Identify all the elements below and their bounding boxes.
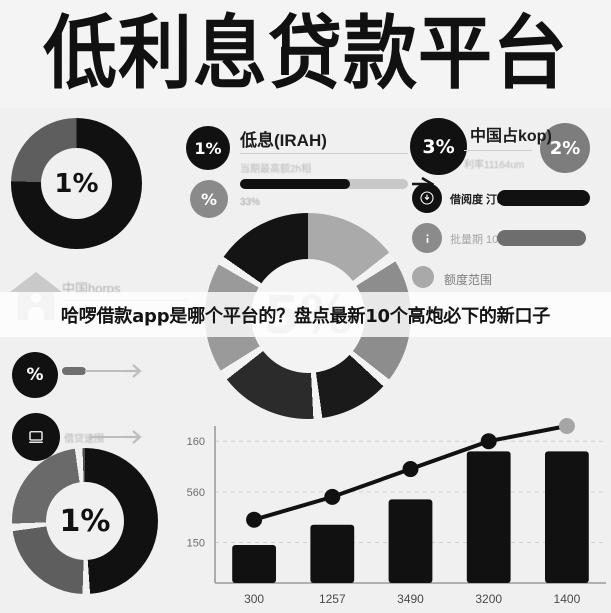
overlay-banner: 哈啰借款app是哪个平台的？盘点最新10个高炮必下的新口子 [0,292,611,337]
progress-bar-fill [240,179,350,189]
chart-line-point [246,511,263,528]
chart-y-tick-label: 160 [187,436,205,448]
chart-x-tick-label: 1257 [319,592,346,606]
donut-hole-top-left: 1% [41,148,112,219]
monitor-icon [12,413,60,461]
badge-china-rate: 3% [410,118,467,175]
arrow-right-icon-left-2 [125,430,142,444]
progress-value-label: 33% [240,197,261,208]
donut-chart-top-left: 1% [11,118,142,249]
right-row-1-bar [497,190,590,206]
divider-low-rate [240,153,408,154]
heading-low-rate: 低息(IRAH) [240,131,327,150]
overlay-banner-text: 哈啰借款app是哪个平台的？盘点最新10个高炮必下的新口子 [60,305,551,327]
right-row-3-label: 额度范围 [444,273,493,287]
heading-china: 中国占kop) [470,128,552,145]
badge-secondary-rate: 2% [540,123,590,173]
chart-line-point [324,488,341,505]
chart-trend-line [246,418,575,528]
chart-y-axis-labels: 160 560 150 [187,436,205,549]
badge-percent-sign: % [190,180,228,218]
donut-chart-bottom-left: 1% [12,448,158,594]
chart-bar [388,499,433,583]
page-title: 低利息贷款平台 [43,7,568,101]
divider-china [464,150,532,151]
left-row-1-line [85,370,130,372]
chart-line-point [480,433,497,450]
chart-bars [232,451,589,583]
arrow-right-icon-left-1 [125,364,142,378]
left-row-1-bar [62,367,86,375]
chart-line-point [558,418,575,434]
donut-hole-bottom-left: 1% [46,482,124,560]
range-dot-icon [412,266,434,288]
chart-bar [232,545,276,583]
left-row-2-label: 借贷速围 [64,434,104,445]
chart-x-tick-label: 1400 [554,592,581,606]
page-title-band: 低利息贷款平台 [0,0,611,108]
donut-top-left-value: 1% [54,168,99,199]
chart-x-axis-labels: 300 1257 3490 3200 1400 [244,592,580,606]
chart-bar [466,451,511,583]
bar-line-chart: 160 560 150 300 1257 3490 3200 1400 [187,418,606,606]
donut-bottom-left-value: 1% [59,503,111,539]
chart-y-tick-label: 560 [187,487,205,499]
subtext-china: 利率11164um [464,160,525,171]
chart-bar [545,451,589,583]
chart-line-point [402,461,419,478]
right-row-2-bar [497,230,586,246]
percent-icon: % [12,352,58,398]
infographic-board: 1% 1% % 低息(IRAH) 当期最高额2h相 33% 3% 2% 中国占k… [0,108,611,613]
chart-bar [310,524,355,583]
progress-bar-low-rate [240,179,408,189]
info-icon [412,223,442,253]
subtext-low-rate: 当期最高额2h相 [240,164,312,175]
badge-low-rate: 1% [186,126,230,170]
right-row-1-label: 借阅度 汀m [450,194,507,206]
download-clock-icon [412,183,442,213]
chart-x-tick-label: 3490 [397,592,424,606]
chart-y-tick-label: 150 [187,537,205,549]
left-row-2-line [90,436,130,438]
chart-x-tick-label: 3200 [475,592,502,606]
chart-x-tick-label: 300 [244,592,264,606]
